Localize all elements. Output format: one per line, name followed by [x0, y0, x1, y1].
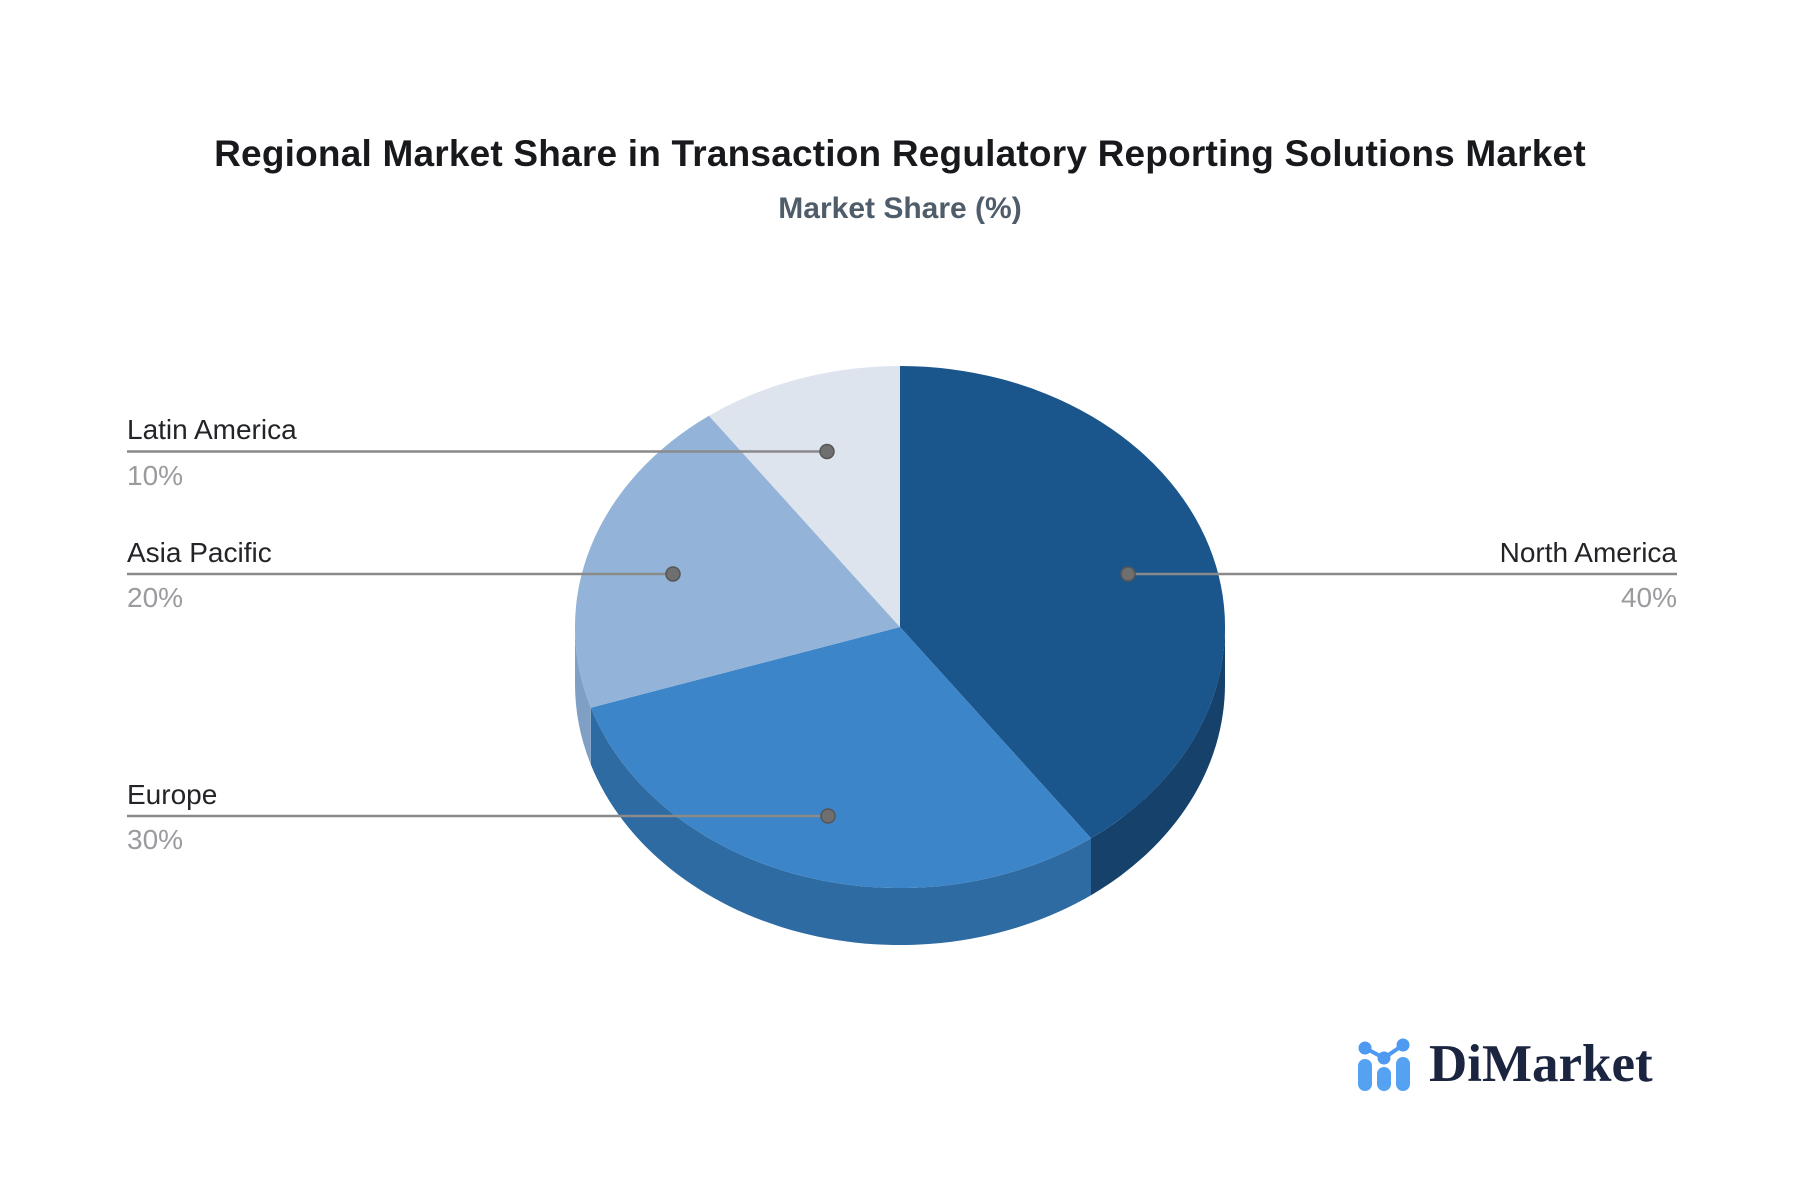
pie-slice-north-america-side	[1091, 627, 1225, 896]
brand-logo: DiMarket	[1356, 1034, 1653, 1094]
label-latin-america-pct: 10%	[127, 460, 184, 491]
pie-slice-europe[interactable]	[590, 627, 1091, 889]
label-north-america-name: North America	[1499, 537, 1677, 568]
label-europe-pct: 30%	[127, 824, 184, 855]
label-asia-pacific-pct: 20%	[127, 582, 184, 613]
connector-latin-america-dot	[819, 443, 835, 460]
label-europe-name: Europe	[127, 779, 218, 810]
logo-bar-3	[1396, 1057, 1410, 1091]
label-latin-america-name: Latin America	[127, 414, 297, 445]
pie-slice-latin-america[interactable]	[709, 366, 900, 627]
connector-asia-pacific-dot	[665, 566, 681, 582]
brand-logo-text: DiMarket	[1429, 1035, 1653, 1093]
chart-subtitle: Market Share (%)	[778, 192, 1022, 225]
pie-slice-asia-pacific[interactable]	[574, 415, 900, 708]
connector-north-america-dot	[1120, 566, 1136, 582]
label-north-america-pct: 40%	[1620, 582, 1677, 613]
logo-dot-2	[1377, 1051, 1391, 1065]
logo-bar-1	[1358, 1059, 1372, 1091]
chart-title: Regional Market Share in Transaction Reg…	[214, 133, 1586, 174]
connector-europe-dot	[820, 808, 836, 824]
bar-line-chart-icon	[1358, 1038, 1410, 1091]
pie-slice-europe-side	[590, 707, 1091, 946]
logo-bar-2	[1377, 1067, 1391, 1091]
pie-slice-asia-pacific-side	[575, 627, 591, 765]
logo-dot-1	[1358, 1041, 1372, 1055]
label-asia-pacific-name: Asia Pacific	[127, 537, 272, 568]
pie-slice-north-america[interactable]	[900, 365, 1226, 839]
logo-dot-3	[1396, 1038, 1410, 1052]
